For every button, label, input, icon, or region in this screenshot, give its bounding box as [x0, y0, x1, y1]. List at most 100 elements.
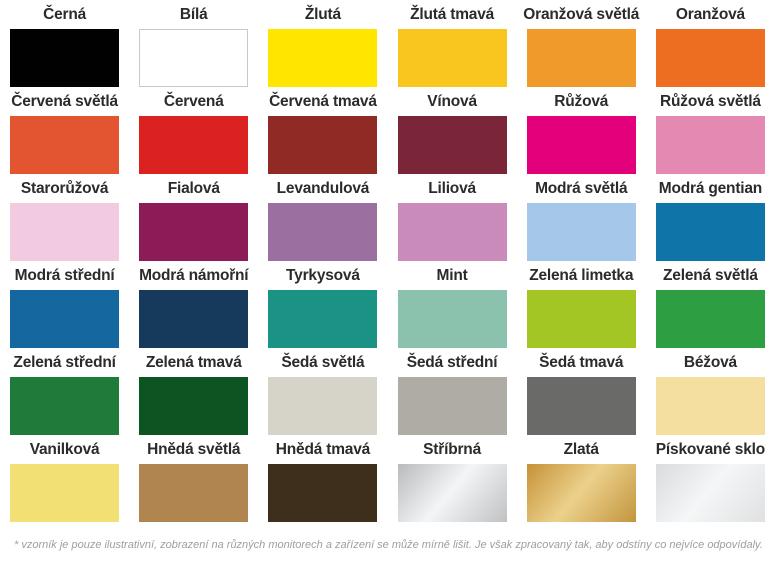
color-swatch — [655, 377, 765, 435]
swatch-cell: Červená tmavá — [258, 92, 387, 179]
swatch-cell: Růžová — [517, 92, 646, 179]
color-swatch — [139, 377, 249, 435]
color-swatch — [526, 290, 636, 348]
color-swatch — [526, 116, 636, 174]
swatch-cell: Modrá gentian — [646, 179, 775, 266]
swatch-label: Vanilková — [29, 441, 100, 458]
swatch-cell: Starorůžová — [0, 179, 129, 266]
color-swatch — [655, 116, 765, 174]
swatch-label: Růžová — [554, 93, 609, 110]
swatch-cell: Stříbrná — [388, 440, 517, 527]
color-swatch — [655, 464, 765, 522]
swatch-label: Zelená světlá — [663, 267, 758, 284]
color-swatch — [397, 464, 507, 522]
swatch-label: Zelená střední — [13, 354, 116, 371]
swatch-label: Červená tmavá — [269, 93, 377, 110]
color-swatch — [655, 203, 765, 261]
color-swatch — [397, 290, 507, 348]
swatch-grid: Černá Bílá Žlutá Žlutá tmavá Oranžová světlá… — [0, 5, 775, 527]
color-swatch — [526, 464, 636, 522]
swatch-cell: Hnědá tmavá — [258, 440, 387, 527]
color-swatch — [655, 29, 765, 87]
swatch-cell: Zlatá — [517, 440, 646, 527]
color-swatch — [139, 290, 249, 348]
swatch-label: Zlatá — [563, 441, 599, 458]
swatch-label: Oranžová světlá — [523, 6, 640, 23]
swatch-label: Zelená limetka — [529, 267, 634, 284]
color-swatch — [139, 203, 249, 261]
swatch-cell: Vanilková — [0, 440, 129, 527]
swatch-cell: Zelená světlá — [646, 266, 775, 353]
color-swatch — [268, 116, 378, 174]
swatch-cell: Modrá námořní — [129, 266, 258, 353]
swatch-cell: Žlutá — [258, 5, 387, 92]
swatch-cell: Pískované sklo — [646, 440, 775, 527]
color-swatch — [268, 29, 378, 87]
swatch-label: Fialová — [167, 180, 220, 197]
swatch-cell: Tyrkysová — [258, 266, 387, 353]
swatch-cell: Modrá střední — [0, 266, 129, 353]
swatch-label: Starorůžová — [20, 180, 109, 197]
swatch-cell: Mint — [388, 266, 517, 353]
swatch-cell: Červená světlá — [0, 92, 129, 179]
swatch-cell: Modrá světlá — [517, 179, 646, 266]
color-swatch — [139, 464, 249, 522]
swatch-label: Modrá střední — [14, 267, 115, 284]
color-swatch — [526, 29, 636, 87]
swatch-cell: Bílá — [129, 5, 258, 92]
color-swatch — [397, 377, 507, 435]
swatch-cell: Zelená střední — [0, 353, 129, 440]
color-swatch — [268, 464, 378, 522]
swatch-label: Mint — [436, 267, 468, 284]
swatch-label: Hnědá tmavá — [275, 441, 371, 458]
swatch-cell: Červená — [129, 92, 258, 179]
swatch-cell: Žlutá tmavá — [388, 5, 517, 92]
swatch-label: Liliová — [428, 180, 476, 197]
swatch-label: Šedá světlá — [281, 354, 365, 371]
swatch-cell: Oranžová světlá — [517, 5, 646, 92]
color-swatch — [10, 377, 120, 435]
swatch-label: Oranžová — [675, 6, 745, 23]
color-swatch — [268, 290, 378, 348]
swatch-label: Levandulová — [276, 180, 370, 197]
color-swatch — [397, 203, 507, 261]
swatch-label: Modrá gentian — [658, 180, 763, 197]
swatch-label: Červená světlá — [11, 93, 118, 110]
swatch-cell: Liliová — [388, 179, 517, 266]
swatch-label: Stříbrná — [423, 441, 481, 458]
swatch-label: Vínová — [427, 93, 477, 110]
swatch-cell: Zelená limetka — [517, 266, 646, 353]
swatch-label: Béžová — [683, 354, 737, 371]
color-swatch — [10, 290, 120, 348]
swatch-cell: Zelená tmavá — [129, 353, 258, 440]
swatch-cell: Vínová — [388, 92, 517, 179]
footnote: * vzorník je pouze ilustrativní, zobraze… — [14, 539, 763, 551]
color-swatch — [526, 203, 636, 261]
swatch-cell: Šedá tmavá — [517, 353, 646, 440]
swatch-label: Šedá tmavá — [539, 354, 624, 371]
swatch-cell: Šedá střední — [388, 353, 517, 440]
swatch-cell: Hnědá světlá — [129, 440, 258, 527]
swatch-cell: Černá — [0, 5, 129, 92]
swatch-label: Bílá — [179, 6, 208, 23]
color-swatch — [10, 29, 120, 87]
swatch-cell: Oranžová — [646, 5, 775, 92]
swatch-cell: Růžová světlá — [646, 92, 775, 179]
color-swatch — [397, 29, 507, 87]
swatch-label: Zelená tmavá — [145, 354, 242, 371]
swatch-label: Hnědá světlá — [147, 441, 241, 458]
swatch-cell: Šedá světlá — [258, 353, 387, 440]
swatch-label: Tyrkysová — [286, 267, 360, 284]
color-swatch — [655, 290, 765, 348]
swatch-label: Pískované sklo — [655, 441, 766, 458]
swatch-label: Modrá námořní — [139, 267, 249, 284]
color-swatch — [10, 464, 120, 522]
color-swatch — [268, 203, 378, 261]
swatch-label: Růžová světlá — [660, 93, 761, 110]
color-swatch — [526, 377, 636, 435]
color-swatch — [268, 377, 378, 435]
swatch-cell: Fialová — [129, 179, 258, 266]
color-swatch — [10, 116, 120, 174]
swatch-label: Černá — [43, 6, 87, 23]
